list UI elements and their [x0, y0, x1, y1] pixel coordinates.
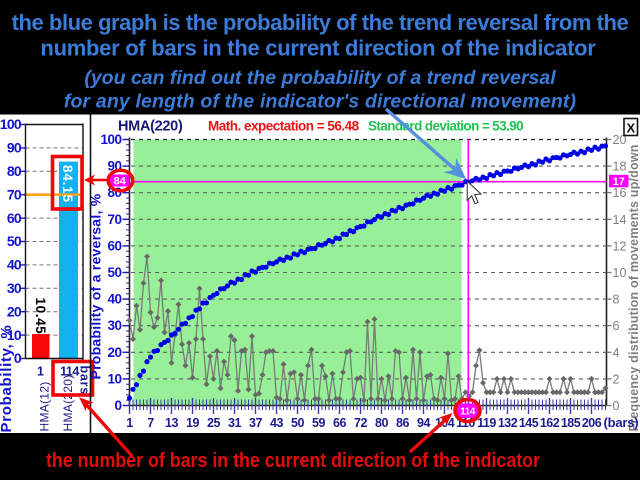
svg-text:114: 114 — [460, 407, 476, 418]
svg-text:0: 0 — [114, 398, 121, 413]
svg-text:Frequency distribution of move: Frequency distribution of movements up/d… — [627, 144, 640, 431]
svg-text:50: 50 — [107, 265, 121, 280]
svg-text:2: 2 — [613, 372, 620, 386]
svg-text:10.45: 10.45 — [33, 298, 48, 335]
svg-text:Math. expectation = 56.48: Math. expectation = 56.48 — [208, 119, 360, 134]
svg-text:14: 14 — [613, 213, 627, 227]
svg-text:13: 13 — [165, 416, 178, 430]
svg-text:16: 16 — [613, 186, 627, 200]
svg-text:Probability of a reversal, %: Probability of a reversal, % — [88, 193, 104, 379]
svg-text:40: 40 — [7, 257, 22, 273]
svg-text:185: 185 — [561, 416, 581, 430]
svg-text:84: 84 — [114, 176, 127, 188]
svg-text:30: 30 — [7, 280, 22, 296]
svg-text:66: 66 — [333, 416, 346, 430]
svg-text:20: 20 — [7, 303, 22, 319]
svg-text:80: 80 — [375, 416, 388, 430]
svg-text:4: 4 — [613, 346, 620, 360]
svg-text:for any length of the indicato: for any length of the indicator's direct… — [64, 91, 576, 113]
svg-text:19: 19 — [186, 416, 199, 430]
svg-text:119: 119 — [477, 416, 496, 430]
svg-text:84.15: 84.15 — [60, 165, 75, 203]
svg-text:(you can find out the probabil: (you can find out the probability of a t… — [84, 67, 556, 89]
svg-text:Standard deviation = 53.90: Standard deviation = 53.90 — [368, 119, 523, 134]
svg-text:31: 31 — [228, 416, 241, 430]
svg-text:17: 17 — [613, 176, 625, 188]
svg-text:the blue graph is the probabil: the blue graph is the probability of the… — [12, 10, 629, 35]
svg-text:94: 94 — [417, 416, 430, 430]
svg-text:10: 10 — [107, 371, 121, 386]
svg-text:HMA(220): HMA(220) — [118, 119, 183, 135]
svg-text:18: 18 — [613, 160, 627, 174]
svg-text:72: 72 — [354, 416, 367, 430]
svg-text:70: 70 — [107, 212, 121, 227]
svg-text:59: 59 — [312, 416, 325, 430]
svg-text:Probability, %: Probability, % — [0, 325, 15, 433]
svg-text:7: 7 — [147, 416, 154, 430]
svg-text:0: 0 — [14, 350, 22, 366]
svg-text:20: 20 — [107, 345, 121, 360]
svg-text:(bars): (bars) — [604, 415, 639, 430]
svg-text:the number of bars in the curr: the number of bars in the current direct… — [46, 450, 540, 472]
svg-text:37: 37 — [249, 416, 262, 430]
svg-text:0: 0 — [613, 399, 620, 413]
svg-text:100: 100 — [0, 116, 22, 132]
svg-text:80: 80 — [7, 163, 22, 179]
svg-text:8: 8 — [613, 293, 620, 307]
svg-text:1: 1 — [126, 416, 133, 430]
svg-text:number of bars in the current: number of bars in the current direction … — [40, 36, 596, 61]
svg-text:162: 162 — [540, 416, 560, 430]
svg-text:bars: bars — [78, 366, 92, 395]
svg-text:206: 206 — [582, 416, 602, 430]
svg-text:20: 20 — [613, 133, 627, 147]
svg-text:90: 90 — [7, 140, 22, 156]
svg-text:100: 100 — [100, 132, 121, 147]
svg-text:6: 6 — [613, 319, 620, 333]
svg-text:X: X — [626, 121, 635, 136]
svg-text:43: 43 — [270, 416, 283, 430]
svg-text:50: 50 — [291, 416, 304, 430]
svg-text:60: 60 — [7, 210, 22, 226]
svg-text:132: 132 — [498, 416, 518, 430]
svg-text:12: 12 — [613, 239, 627, 253]
svg-text:HMA(12): HMA(12) — [38, 381, 52, 431]
svg-text:145: 145 — [519, 416, 539, 430]
svg-text:40: 40 — [107, 292, 121, 307]
svg-text:114: 114 — [60, 365, 79, 379]
svg-text:10: 10 — [7, 327, 22, 343]
svg-text:86: 86 — [396, 416, 409, 430]
svg-text:70: 70 — [7, 186, 22, 202]
svg-text:50: 50 — [7, 233, 22, 249]
svg-text:10: 10 — [613, 266, 627, 280]
svg-text:60: 60 — [107, 238, 121, 253]
svg-text:1: 1 — [37, 365, 44, 379]
svg-text:25: 25 — [207, 416, 220, 430]
svg-text:30: 30 — [107, 318, 121, 333]
svg-text:HMA(220): HMA(220) — [61, 374, 75, 431]
